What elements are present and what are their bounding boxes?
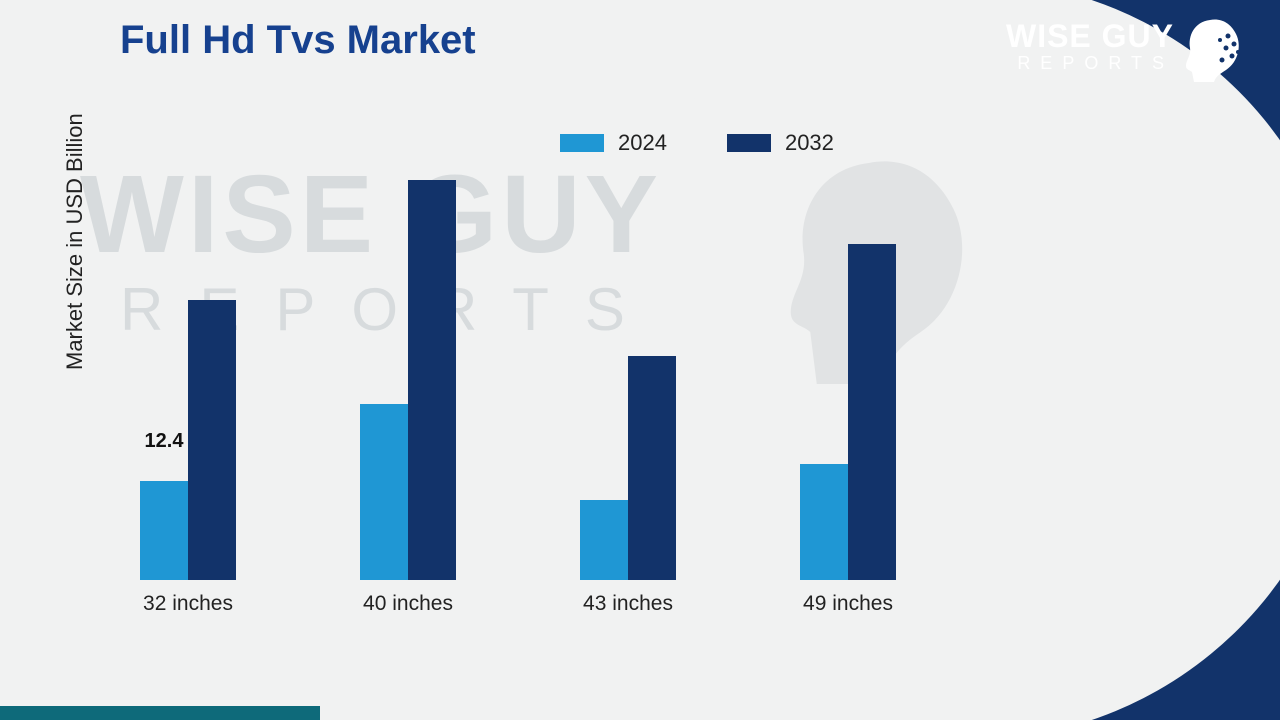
bar-chart: 12.4 32 inches40 inches43 inches49 inche…: [110, 180, 950, 610]
x-axis-tick-label: 40 inches: [363, 592, 453, 616]
x-axis-tick-label: 49 inches: [803, 592, 893, 616]
legend-label: 2032: [785, 130, 834, 156]
footer-accent-bar: [0, 706, 320, 720]
logo-line2: REPORTS: [1006, 54, 1174, 72]
legend-swatch: [560, 134, 604, 152]
legend-item-2024: 2024: [560, 130, 667, 156]
x-axis-labels: 32 inches 40 inches 43 inches 49 inches: [110, 586, 950, 616]
brand-logo: WISE GUY REPORTS: [1006, 20, 1250, 72]
head-silhouette-icon: [1180, 16, 1250, 86]
logo-line1: WISE GUY: [1006, 20, 1174, 52]
plot-area: 12.4: [110, 180, 950, 580]
y-axis-label: Market Size in USD Billion: [62, 113, 88, 370]
bar: [408, 180, 456, 580]
bar: [140, 481, 188, 580]
bar: [360, 404, 408, 580]
bar: [800, 464, 848, 580]
x-axis-tick-label: 43 inches: [583, 592, 673, 616]
bar: [628, 356, 676, 580]
bar: [188, 300, 236, 580]
page-title: Full Hd Tvs Market: [120, 18, 476, 63]
legend-label: 2024: [618, 130, 667, 156]
bar: [580, 500, 628, 580]
x-axis-tick-label: 32 inches: [143, 592, 233, 616]
legend-swatch: [727, 134, 771, 152]
bar: [848, 244, 896, 580]
infographic-canvas: Full Hd Tvs Market WISE GUY REPORTS WISE…: [0, 0, 1280, 720]
chart-legend: 2024 2032: [560, 130, 834, 156]
legend-item-2032: 2032: [727, 130, 834, 156]
